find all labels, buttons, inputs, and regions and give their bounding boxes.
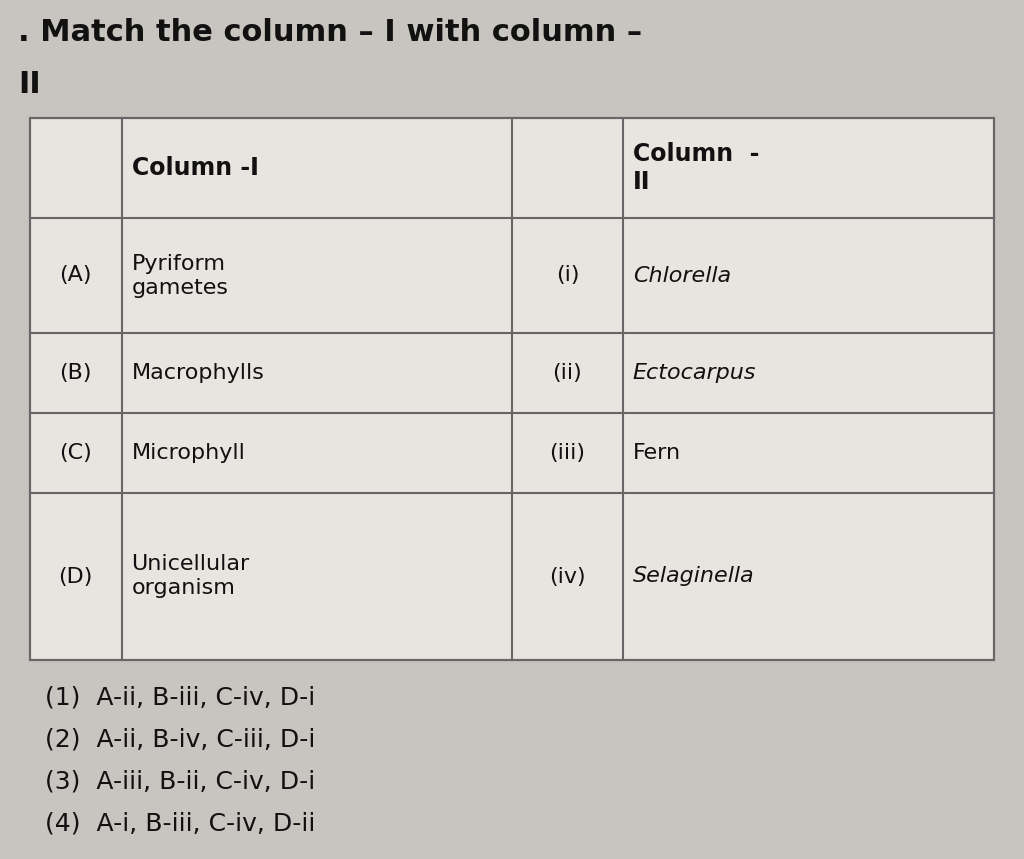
Text: (iv): (iv) <box>549 566 586 587</box>
Text: (ii): (ii) <box>553 363 583 383</box>
Text: Selaginella: Selaginella <box>633 566 755 587</box>
Text: (A): (A) <box>59 265 92 285</box>
Text: Column  -
II: Column - II <box>633 142 759 194</box>
Bar <box>30 118 994 660</box>
Text: (2)  A-ii, B-iv, C-iii, D-i: (2) A-ii, B-iv, C-iii, D-i <box>45 727 315 751</box>
Text: Column -I: Column -I <box>131 156 258 180</box>
Text: (D): (D) <box>58 566 93 587</box>
Text: (i): (i) <box>556 265 580 285</box>
Text: Microphyll: Microphyll <box>131 443 246 463</box>
Text: . Match the column – I with column –: . Match the column – I with column – <box>18 18 642 47</box>
Text: Chlorella: Chlorella <box>633 265 731 285</box>
Text: Unicellular
organism: Unicellular organism <box>131 555 250 599</box>
Text: (B): (B) <box>59 363 92 383</box>
Text: Fern: Fern <box>633 443 681 463</box>
Text: (iii): (iii) <box>550 443 586 463</box>
Text: (1)  A-ii, B-iii, C-iv, D-i: (1) A-ii, B-iii, C-iv, D-i <box>45 685 315 709</box>
Text: Macrophylls: Macrophylls <box>131 363 264 383</box>
Text: (4)  A-i, B-iii, C-iv, D-ii: (4) A-i, B-iii, C-iv, D-ii <box>45 811 315 835</box>
Text: Pyriform
gametes: Pyriform gametes <box>131 253 228 297</box>
Text: Ectocarpus: Ectocarpus <box>633 363 757 383</box>
Text: (C): (C) <box>59 443 92 463</box>
Text: (3)  A-iii, B-ii, C-iv, D-i: (3) A-iii, B-ii, C-iv, D-i <box>45 769 315 793</box>
Text: II: II <box>18 70 41 99</box>
